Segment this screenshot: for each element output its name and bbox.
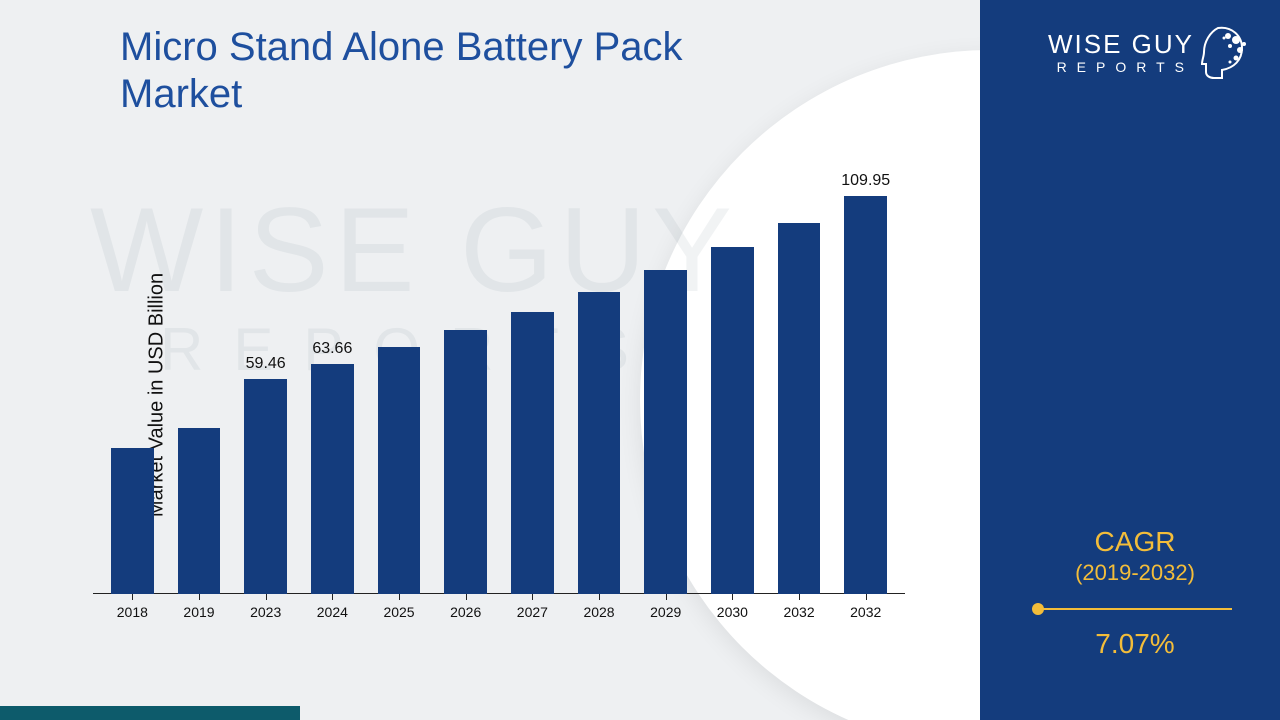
bar-rect <box>311 364 354 594</box>
bar-value-label: 59.46 <box>246 355 286 373</box>
brand-head-icon <box>1200 26 1250 80</box>
bar-col: 2028 <box>566 292 633 594</box>
stage: WISE GUY REPORTS CAGR (2019-2032) 7.07% … <box>0 0 1280 720</box>
x-tick-mark <box>199 594 200 600</box>
x-tick-label: 2018 <box>117 604 148 620</box>
cagr-value: 7.07% <box>1030 628 1240 660</box>
x-tick-mark <box>266 594 267 600</box>
bar-col: 109.952032 <box>832 196 899 594</box>
x-tick-label: 2024 <box>317 604 348 620</box>
bar-rect <box>844 196 887 594</box>
bar-rect <box>778 223 821 594</box>
chart: Market Value in USD Billion 2018201959.4… <box>35 160 905 630</box>
x-tick-label: 2027 <box>517 604 548 620</box>
cagr-box: CAGR (2019-2032) 7.07% <box>1030 526 1240 660</box>
bar-rect <box>378 347 421 594</box>
bar-col: 2032 <box>766 223 833 594</box>
bar-rect <box>244 379 287 594</box>
x-tick-mark <box>866 594 867 600</box>
x-tick-mark <box>799 594 800 600</box>
bar-rect <box>444 330 487 594</box>
bars-container: 2018201959.46202363.66202420252026202720… <box>93 160 905 594</box>
bar-col: 63.662024 <box>299 364 366 594</box>
x-tick-mark <box>599 594 600 600</box>
bar-rect <box>644 270 687 594</box>
x-tick-label: 2019 <box>183 604 214 620</box>
x-tick-mark <box>132 594 133 600</box>
brand-line1: WISE GUY <box>1048 31 1194 58</box>
x-tick-label: 2028 <box>583 604 614 620</box>
bar-col: 2027 <box>499 312 566 594</box>
bar-col: 2018 <box>99 448 166 594</box>
bar-col: 2029 <box>632 270 699 594</box>
cagr-label: CAGR <box>1030 526 1240 558</box>
x-tick-label: 2026 <box>450 604 481 620</box>
cagr-period: (2019-2032) <box>1030 560 1240 586</box>
bar-value-label: 109.95 <box>841 172 890 190</box>
x-tick-label: 2030 <box>717 604 748 620</box>
x-tick-mark <box>466 594 467 600</box>
footer-accent-bar <box>0 706 300 720</box>
bar-col: 2025 <box>366 347 433 594</box>
bar-rect <box>711 247 754 594</box>
bar-col: 59.462023 <box>232 379 299 594</box>
x-tick-label: 2032 <box>783 604 814 620</box>
bar-col: 2030 <box>699 247 766 594</box>
bar-rect <box>511 312 554 594</box>
x-tick-label: 2023 <box>250 604 281 620</box>
x-tick-label: 2032 <box>850 604 881 620</box>
plot-area: 2018201959.46202363.66202420252026202720… <box>93 160 905 594</box>
x-tick-mark <box>332 594 333 600</box>
cagr-divider <box>1038 608 1232 610</box>
bar-col: 2019 <box>166 428 233 594</box>
bar-col: 2026 <box>432 330 499 594</box>
bar-rect <box>578 292 621 594</box>
x-tick-mark <box>532 594 533 600</box>
page-title: Micro Stand Alone Battery Pack Market <box>120 24 750 118</box>
x-tick-mark <box>666 594 667 600</box>
bar-value-label: 63.66 <box>312 340 352 358</box>
brand-text: WISE GUY REPORTS <box>1048 31 1194 75</box>
x-tick-label: 2025 <box>383 604 414 620</box>
brand-line2: REPORTS <box>1048 60 1194 75</box>
x-tick-mark <box>732 594 733 600</box>
bar-rect <box>178 428 221 594</box>
bar-rect <box>111 448 154 594</box>
x-tick-label: 2029 <box>650 604 681 620</box>
brand-logo: WISE GUY REPORTS <box>1048 26 1250 80</box>
x-tick-mark <box>399 594 400 600</box>
